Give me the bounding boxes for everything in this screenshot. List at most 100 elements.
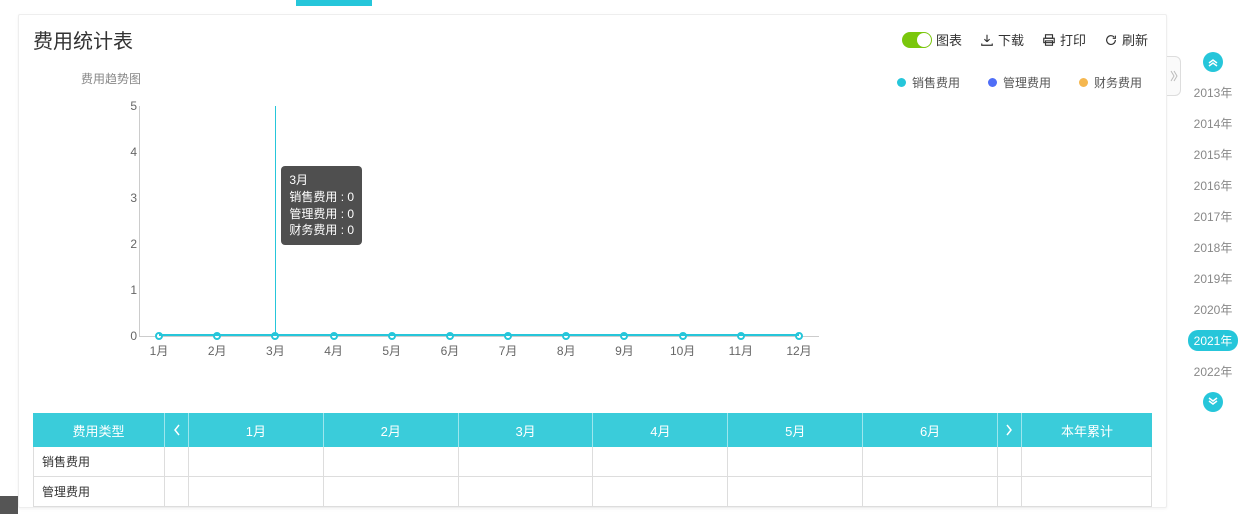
legend-label: 销售费用: [912, 74, 960, 91]
legend-item[interactable]: 销售费用: [897, 74, 960, 91]
year-item[interactable]: 2020年: [1188, 299, 1239, 320]
year-up-button[interactable]: [1203, 52, 1223, 72]
row-cell: [998, 477, 1022, 507]
year-item[interactable]: 2017年: [1188, 206, 1239, 227]
chevron-down-double-icon: [1207, 396, 1219, 408]
x-tick-label: 5月: [382, 342, 401, 359]
print-label: 打印: [1060, 30, 1086, 49]
refresh-icon: [1104, 33, 1118, 47]
refresh-label: 刷新: [1122, 30, 1148, 49]
y-tick-label: 5: [121, 99, 137, 113]
col-type: 费用类型: [33, 413, 165, 447]
y-tick-label: 3: [121, 191, 137, 205]
tooltip-title: 3月: [289, 172, 354, 189]
year-item[interactable]: 2021年: [1188, 330, 1239, 351]
row-cell: [324, 477, 459, 507]
chart-toggle-label: 图表: [936, 30, 962, 49]
chart-title: 费用趋势图: [81, 70, 141, 87]
table-next-button[interactable]: [998, 413, 1022, 447]
legend-dot-icon: [1079, 78, 1088, 87]
row-cell: [324, 447, 459, 477]
chart-tooltip: 3月销售费用 : 0管理费用 : 0财务费用 : 0: [281, 166, 362, 245]
table-prev-button[interactable]: [165, 413, 189, 447]
year-item[interactable]: 2022年: [1188, 361, 1239, 382]
year-item[interactable]: 2018年: [1188, 237, 1239, 258]
year-item[interactable]: 2016年: [1188, 175, 1239, 196]
chart-area: 费用趋势图 销售费用管理费用财务费用 012345 3月销售费用 : 0管理费用…: [33, 70, 1152, 400]
row-cell: [593, 447, 728, 477]
table-row: 管理费用: [33, 477, 1152, 507]
col-month-2: 2月: [324, 413, 459, 447]
y-tick-label: 2: [121, 237, 137, 251]
year-list: 2013年 2014年 2015年 2016年 2017年 2018年 2019年 2020年…: [1188, 82, 1239, 382]
row-cell: [459, 447, 594, 477]
legend-dot-icon: [988, 78, 997, 87]
legend-item[interactable]: 管理费用: [988, 74, 1051, 91]
x-tick-label: 4月: [324, 342, 343, 359]
tooltip-row: 财务费用 : 0: [289, 222, 354, 239]
y-axis: 012345: [121, 106, 137, 336]
data-table: 费用类型 1月 2月 3月 4月 5月 6月 本年累计 销售费用管理费用: [33, 413, 1152, 507]
year-rail: 2013年 2014年 2015年 2016年 2017年 2018年 2019年 2020年…: [1187, 52, 1239, 412]
page-title: 费用统计表: [33, 25, 133, 54]
row-cell: [165, 447, 189, 477]
row-label: 销售费用: [33, 447, 165, 477]
col-month-5: 5月: [728, 413, 863, 447]
print-button[interactable]: 打印: [1042, 30, 1086, 49]
legend-label: 管理费用: [1003, 74, 1051, 91]
chevron-left-icon: [173, 424, 181, 436]
row-cell: [593, 477, 728, 507]
x-tick-label: 1月: [150, 342, 169, 359]
x-tick-label: 11月: [729, 342, 753, 359]
year-item[interactable]: 2014年: [1188, 113, 1239, 134]
row-cell: [863, 477, 998, 507]
y-tick-label: 4: [121, 145, 137, 159]
col-month-6: 6月: [863, 413, 998, 447]
chevron-right-double-icon: [1170, 70, 1178, 82]
legend-label: 财务费用: [1094, 74, 1142, 91]
col-month-4: 4月: [593, 413, 728, 447]
row-total: [1022, 477, 1152, 507]
tooltip-row: 销售费用 : 0: [289, 189, 354, 206]
download-button[interactable]: 下载: [980, 30, 1024, 49]
legend-dot-icon: [897, 78, 906, 87]
corner-marker: [0, 496, 18, 514]
x-axis-line: [139, 336, 819, 337]
col-month-3: 3月: [459, 413, 594, 447]
year-item[interactable]: 2019年: [1188, 268, 1239, 289]
year-down-button[interactable]: [1203, 392, 1223, 412]
refresh-button[interactable]: 刷新: [1104, 30, 1148, 49]
x-tick-label: 6月: [441, 342, 460, 359]
row-cell: [998, 447, 1022, 477]
toggle-switch-icon: [902, 32, 932, 48]
x-tick-label: 7月: [499, 342, 518, 359]
download-label: 下载: [998, 30, 1024, 49]
row-cell: [728, 447, 863, 477]
x-tick-label: 3月: [266, 342, 285, 359]
print-icon: [1042, 33, 1056, 47]
chart-hover-line: [275, 106, 276, 336]
x-tick-label: 9月: [615, 342, 634, 359]
panel-header: 费用统计表 图表 下载 打印 刷新: [19, 15, 1166, 64]
chart-plot[interactable]: 3月销售费用 : 0管理费用 : 0财务费用 : 0: [139, 106, 819, 336]
main-panel: 费用统计表 图表 下载 打印 刷新 费用趋势图 销售费用管理费用财务费用 012…: [18, 14, 1167, 508]
year-item[interactable]: 2013年: [1188, 82, 1239, 103]
table-body: 销售费用管理费用: [33, 447, 1152, 507]
chart-series-line: [159, 334, 799, 336]
col-month-1: 1月: [189, 413, 324, 447]
chevron-right-icon: [1005, 424, 1013, 436]
active-tab-indicator: [296, 0, 372, 6]
tooltip-row: 管理费用 : 0: [289, 206, 354, 223]
legend-item[interactable]: 财务费用: [1079, 74, 1142, 91]
chart-legend: 销售费用 管理费用 财务费用: [897, 74, 1142, 91]
row-cell: [459, 477, 594, 507]
row-cell: [863, 447, 998, 477]
table-row: 销售费用: [33, 447, 1152, 477]
chevron-up-double-icon: [1207, 56, 1219, 68]
year-item[interactable]: 2015年: [1188, 144, 1239, 165]
y-tick-label: 1: [121, 283, 137, 297]
chart-toggle[interactable]: 图表: [902, 30, 962, 49]
x-tick-label: 12月: [786, 342, 811, 359]
collapse-handle[interactable]: [1167, 56, 1181, 96]
table-header: 费用类型 1月 2月 3月 4月 5月 6月 本年累计: [33, 413, 1152, 447]
